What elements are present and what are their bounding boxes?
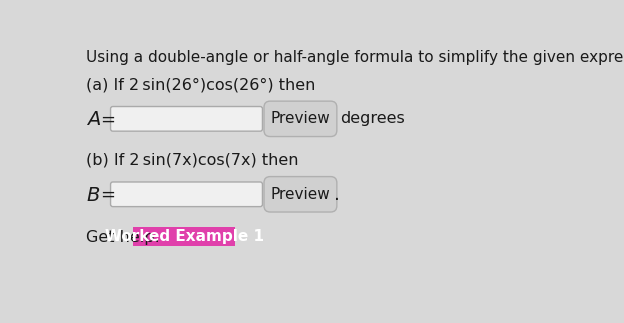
Text: Get help:: Get help: xyxy=(85,230,160,245)
Text: Worked Example 1: Worked Example 1 xyxy=(105,229,264,244)
Text: .: . xyxy=(334,185,339,204)
FancyBboxPatch shape xyxy=(133,227,235,246)
Text: =: = xyxy=(100,110,115,128)
FancyBboxPatch shape xyxy=(264,101,337,137)
Text: Using a double-angle or half-angle formula to simplify the given expressions.: Using a double-angle or half-angle formu… xyxy=(85,50,624,65)
Text: $B$: $B$ xyxy=(85,186,100,205)
FancyBboxPatch shape xyxy=(110,182,263,207)
Text: Preview: Preview xyxy=(271,187,330,202)
Text: (a) If 2 sin(26°)cos(26°) then: (a) If 2 sin(26°)cos(26°) then xyxy=(85,77,315,92)
FancyBboxPatch shape xyxy=(264,177,337,212)
FancyBboxPatch shape xyxy=(110,107,263,131)
Text: degrees: degrees xyxy=(340,111,405,126)
Text: (b) If 2 sin(7x)cos(7x) then: (b) If 2 sin(7x)cos(7x) then xyxy=(85,153,298,168)
Text: =: = xyxy=(100,186,115,204)
Text: $A$: $A$ xyxy=(85,110,101,130)
Text: Preview: Preview xyxy=(271,111,330,126)
